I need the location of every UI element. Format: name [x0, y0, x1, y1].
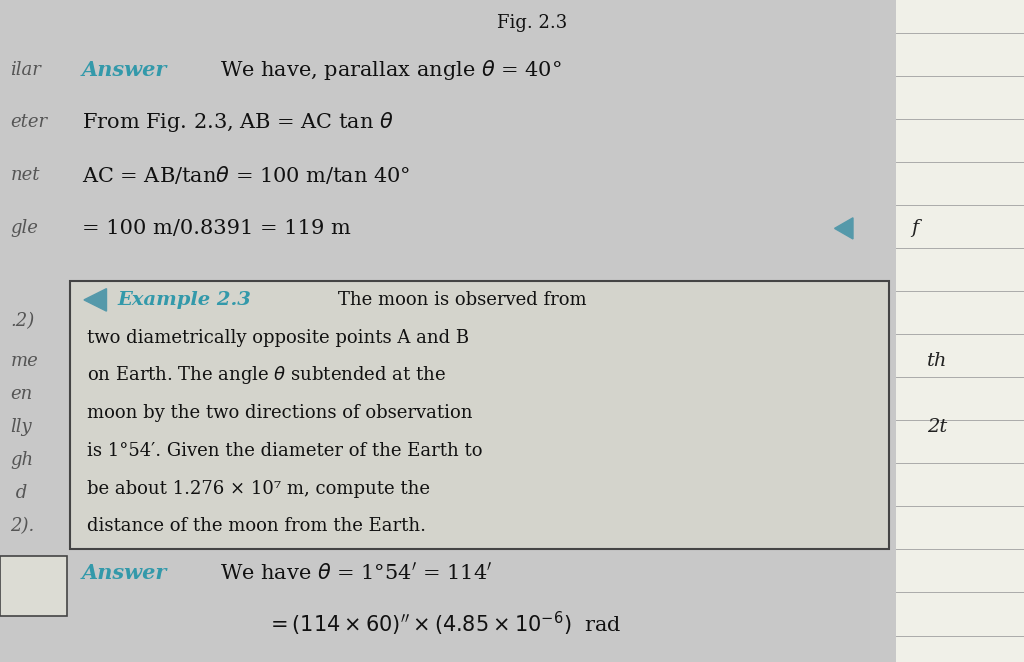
FancyBboxPatch shape: [0, 556, 67, 616]
Text: = 100 m/0.8391 = 119 m: = 100 m/0.8391 = 119 m: [82, 219, 351, 238]
Text: AC = AB/tan$\theta$ = 100 m/tan 40°: AC = AB/tan$\theta$ = 100 m/tan 40°: [82, 164, 411, 187]
Text: moon by the two directions of observation: moon by the two directions of observatio…: [87, 404, 472, 422]
Text: d: d: [10, 484, 28, 502]
Text: 2).: 2).: [10, 517, 35, 536]
Text: two diametrically opposite points A and B: two diametrically opposite points A and …: [87, 328, 469, 347]
Text: Example 2.3: Example 2.3: [118, 291, 252, 309]
Text: th: th: [927, 352, 947, 370]
Text: The moon is observed from: The moon is observed from: [338, 291, 587, 309]
Text: gle: gle: [10, 219, 38, 238]
Text: net: net: [10, 166, 40, 185]
Text: Answer: Answer: [82, 563, 167, 583]
Text: We have $\theta$ = 1°54$'$ = 114$'$: We have $\theta$ = 1°54$'$ = 114$'$: [220, 561, 493, 584]
Polygon shape: [84, 289, 106, 311]
Polygon shape: [835, 218, 853, 239]
Text: be about 1.276 × 10⁷ m, compute the: be about 1.276 × 10⁷ m, compute the: [87, 479, 430, 498]
Text: ilar: ilar: [10, 60, 41, 79]
Text: is 1°54′. Given the diameter of the Earth to: is 1°54′. Given the diameter of the Eart…: [87, 442, 482, 460]
FancyBboxPatch shape: [70, 281, 889, 549]
Text: We have, parallax angle $\theta$ = 40°: We have, parallax angle $\theta$ = 40°: [220, 58, 562, 81]
Text: $= (114 \times 60)^{\prime\prime} \times (4.85 \times 10^{-6})$  rad: $= (114 \times 60)^{\prime\prime} \times…: [266, 610, 622, 638]
Text: lly: lly: [10, 418, 32, 436]
Text: f: f: [911, 219, 919, 238]
Text: on Earth. The angle $\theta$ subtended at the: on Earth. The angle $\theta$ subtended a…: [87, 364, 446, 387]
Text: .2): .2): [10, 312, 35, 330]
Text: Fig. 2.3: Fig. 2.3: [498, 14, 567, 32]
Text: me: me: [10, 352, 38, 370]
FancyBboxPatch shape: [896, 0, 1024, 662]
Text: en: en: [10, 385, 33, 403]
Text: distance of the moon from the Earth.: distance of the moon from the Earth.: [87, 517, 426, 536]
Text: eter: eter: [10, 113, 47, 132]
Text: gh: gh: [10, 451, 34, 469]
Text: Answer: Answer: [82, 60, 167, 79]
Text: From Fig. 2.3, AB = AC tan $\theta$: From Fig. 2.3, AB = AC tan $\theta$: [82, 111, 394, 134]
Text: 2t: 2t: [927, 418, 947, 436]
